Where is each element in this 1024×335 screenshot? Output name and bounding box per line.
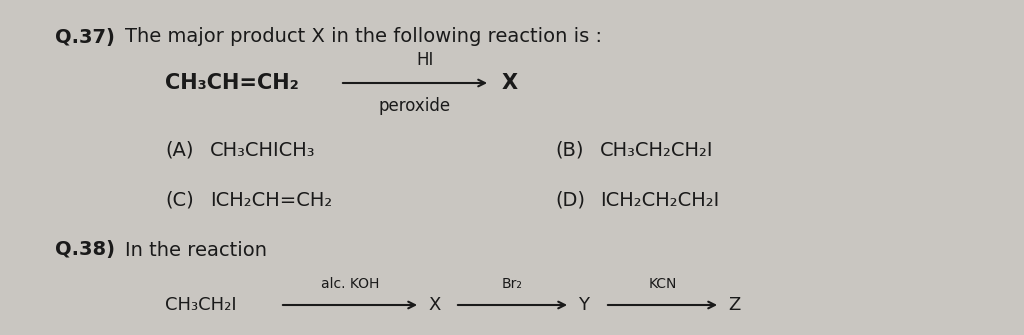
Text: peroxide: peroxide bbox=[379, 97, 451, 115]
Text: alc. KOH: alc. KOH bbox=[321, 277, 379, 291]
Text: CH₃CH₂CH₂I: CH₃CH₂CH₂I bbox=[600, 140, 714, 159]
Text: (A): (A) bbox=[165, 140, 194, 159]
Text: ICH₂CH₂CH₂I: ICH₂CH₂CH₂I bbox=[600, 191, 719, 209]
Text: X: X bbox=[428, 296, 440, 314]
Text: CH₃CH₂I: CH₃CH₂I bbox=[165, 296, 237, 314]
Text: KCN: KCN bbox=[648, 277, 677, 291]
Text: CH₃CHICH₃: CH₃CHICH₃ bbox=[210, 140, 315, 159]
Text: (C): (C) bbox=[165, 191, 194, 209]
Text: Br₂: Br₂ bbox=[502, 277, 523, 291]
Text: Y: Y bbox=[578, 296, 589, 314]
Text: Q.37): Q.37) bbox=[55, 27, 115, 47]
Text: CH₃CH=CH₂: CH₃CH=CH₂ bbox=[165, 73, 299, 93]
Text: ICH₂CH=CH₂: ICH₂CH=CH₂ bbox=[210, 191, 332, 209]
Text: HI: HI bbox=[417, 51, 434, 69]
Text: The major product X in the following reaction is :: The major product X in the following rea… bbox=[125, 27, 602, 47]
Text: (D): (D) bbox=[555, 191, 585, 209]
Text: In the reaction: In the reaction bbox=[125, 241, 267, 260]
Text: (B): (B) bbox=[555, 140, 584, 159]
Text: X: X bbox=[502, 73, 518, 93]
Text: Q.38): Q.38) bbox=[55, 241, 115, 260]
Text: Z: Z bbox=[728, 296, 740, 314]
